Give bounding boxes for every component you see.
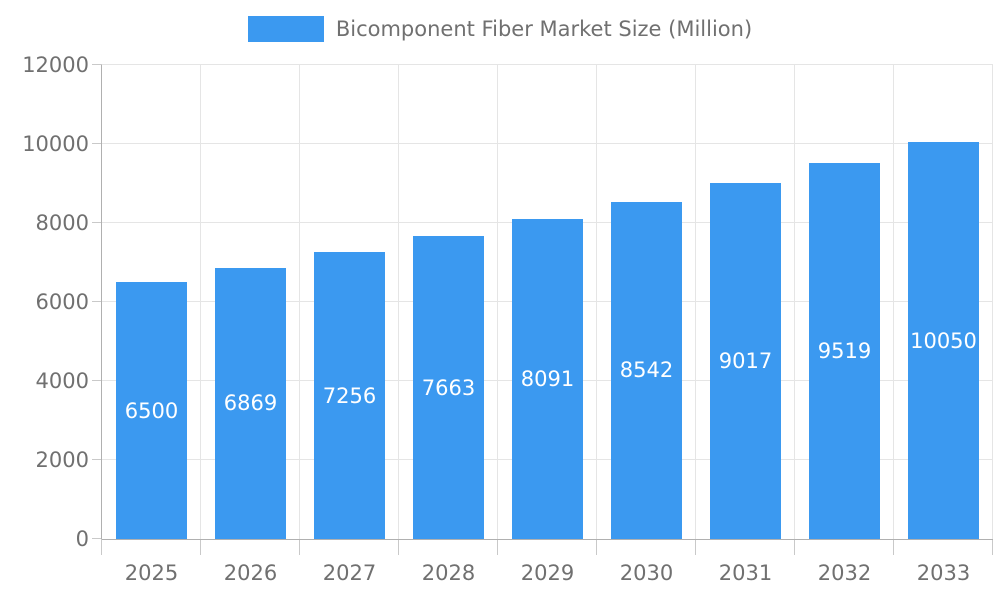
y-axis-tick-label: 6000 <box>35 290 89 314</box>
x-axis-tick <box>695 539 696 555</box>
x-axis-tick <box>200 539 201 555</box>
x-axis-tick <box>596 539 597 555</box>
bar-value-label: 10050 <box>910 328 977 353</box>
y-axis-tick-label: 2000 <box>35 448 89 472</box>
bar-value-label: 9017 <box>718 348 773 373</box>
bar-value-label: 6869 <box>223 391 278 416</box>
bar-value-label: 8091 <box>520 367 575 392</box>
bar-value-label: 8542 <box>619 358 674 383</box>
x-axis-tick-label: 2026 <box>223 561 278 585</box>
x-axis-line <box>102 539 993 540</box>
gridline-vertical <box>497 65 498 539</box>
y-axis-tick-label: 12000 <box>22 53 89 77</box>
x-axis-tick-label: 2025 <box>124 561 179 585</box>
legend-label: Bicomponent Fiber Market Size (Million) <box>335 17 753 41</box>
y-axis-tick <box>92 380 102 381</box>
bar-2028[interactable]: 7663 <box>412 236 485 539</box>
y-axis-tick <box>92 143 102 144</box>
bar-2029[interactable]: 8091 <box>511 219 584 539</box>
bar-value-label: 7663 <box>421 375 476 400</box>
y-axis-tick <box>92 538 102 539</box>
gridline-horizontal <box>102 143 993 144</box>
y-axis-tick <box>92 64 102 65</box>
x-axis-tick-label: 2028 <box>421 561 476 585</box>
x-axis-tick <box>497 539 498 555</box>
bar-2026[interactable]: 6869 <box>214 267 287 539</box>
x-axis-tick <box>992 539 993 555</box>
y-axis-tick <box>92 459 102 460</box>
gridline-vertical <box>695 65 696 539</box>
gridline-vertical <box>299 65 300 539</box>
legend[interactable]: Bicomponent Fiber Market Size (Million) <box>0 16 1000 42</box>
x-axis-tick-label: 2031 <box>718 561 773 585</box>
x-axis-tick <box>794 539 795 555</box>
gridline-vertical <box>596 65 597 539</box>
legend-swatch-icon <box>247 16 324 42</box>
x-axis-tick-label: 2030 <box>619 561 674 585</box>
x-axis-tick <box>893 539 894 555</box>
x-axis-tick-label: 2032 <box>817 561 872 585</box>
x-axis-tick-label: 2029 <box>520 561 575 585</box>
y-axis-tick <box>92 301 102 302</box>
x-axis-tick-label: 2033 <box>916 561 971 585</box>
y-axis-tick-label: 10000 <box>22 132 89 156</box>
x-axis-tick <box>398 539 399 555</box>
gridline-vertical <box>794 65 795 539</box>
x-axis-tick <box>101 539 102 555</box>
y-axis-line <box>101 65 102 539</box>
y-axis-tick-label: 8000 <box>35 211 89 235</box>
bar-2025[interactable]: 6500 <box>115 282 188 539</box>
gridline-vertical <box>398 65 399 539</box>
bar-2027[interactable]: 7256 <box>313 252 386 539</box>
bar-value-label: 6500 <box>124 398 179 423</box>
bar-2033[interactable]: 10050 <box>907 142 980 539</box>
y-axis-tick <box>92 222 102 223</box>
x-axis-tick <box>299 539 300 555</box>
gridline-vertical <box>200 65 201 539</box>
bar-value-label: 7256 <box>322 383 377 408</box>
x-axis-tick-label: 2027 <box>322 561 377 585</box>
y-axis-tick-label: 4000 <box>35 369 89 393</box>
bar-2030[interactable]: 8542 <box>610 201 683 539</box>
y-axis-tick-label: 0 <box>75 527 89 551</box>
bar-2032[interactable]: 9519 <box>808 162 881 539</box>
gridline-vertical <box>893 65 894 539</box>
bar-2031[interactable]: 9017 <box>709 182 782 539</box>
gridline-horizontal <box>102 64 993 65</box>
bar-value-label: 9519 <box>817 338 872 363</box>
gridline-vertical <box>992 65 993 539</box>
